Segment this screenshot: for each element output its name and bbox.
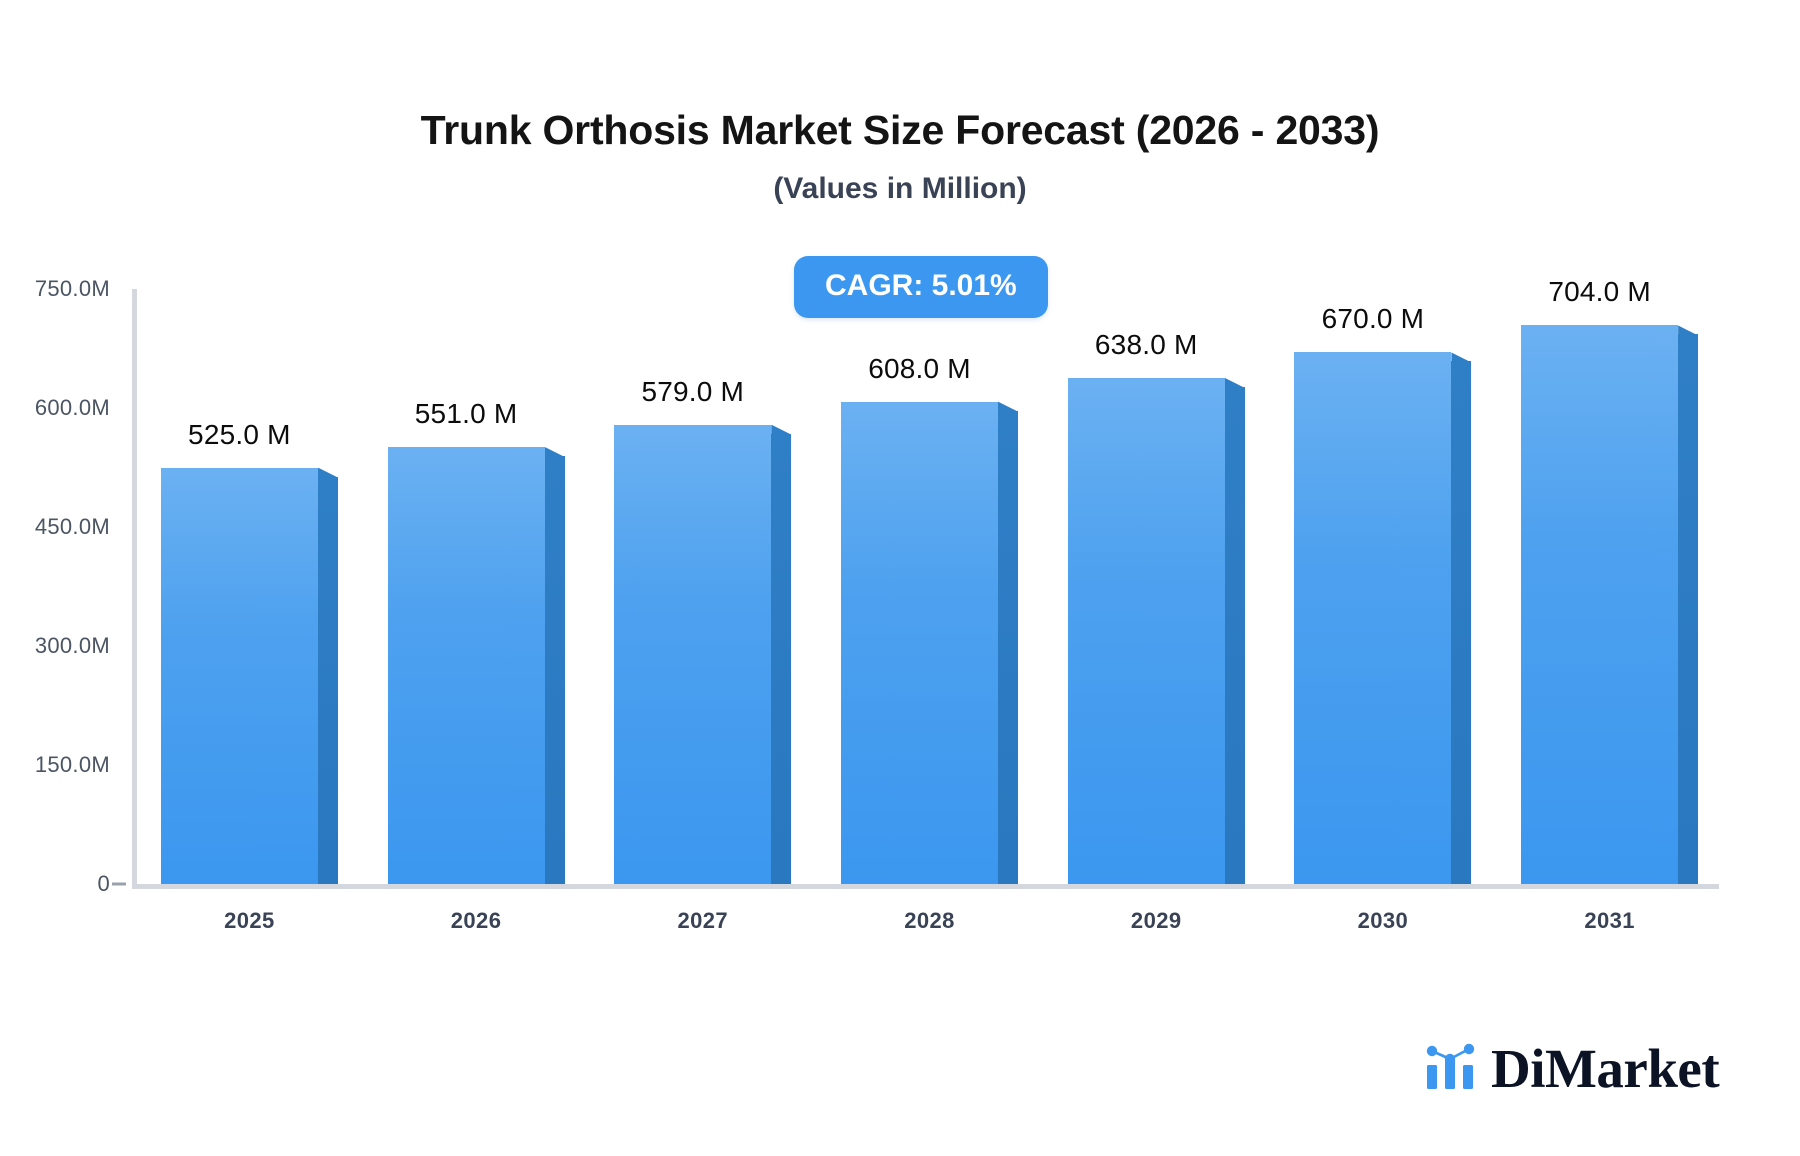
x-axis-label-2030: 2030 <box>1357 908 1409 933</box>
bar-2029 <box>1067 377 1245 884</box>
logo-text: DiMarket <box>1491 1038 1720 1099</box>
bar-front-face <box>614 424 772 884</box>
y-axis-tick-label: 150.0M <box>34 752 110 777</box>
bar-side-face <box>317 476 338 884</box>
bar-front-face <box>1067 377 1225 884</box>
page-subtitle: (Values in Million) <box>773 172 1027 206</box>
bar-top-bevel <box>544 446 565 457</box>
bar-front-face <box>841 401 998 884</box>
bar-side-face <box>544 455 565 884</box>
bar-2026 <box>387 446 565 884</box>
bar-2030 <box>1294 352 1472 884</box>
bar-side-face <box>1678 334 1699 884</box>
x-axis-label-2027: 2027 <box>677 908 729 933</box>
bar-2028 <box>841 401 1018 884</box>
bar-value-label: 670.0 M <box>1321 303 1425 335</box>
x-axis-line <box>132 884 1719 889</box>
y-axis-line <box>132 289 137 886</box>
x-axis-label-2026: 2026 <box>450 908 502 933</box>
bar-chart-trendline-icon <box>1423 1040 1479 1097</box>
y-axis-tick-label: 0 <box>97 871 110 896</box>
bar-value-label: 608.0 M <box>868 352 971 384</box>
bar-front-face <box>387 446 545 884</box>
bar-2031 <box>1521 325 1699 884</box>
bar-front-face <box>1521 325 1679 884</box>
x-axis-label-2029: 2029 <box>1130 908 1182 933</box>
title-block: Trunk Orthosis Market Size Forecast (202… <box>0 107 1800 206</box>
bar-2025 <box>160 467 338 884</box>
y-axis-tick-mark <box>112 882 126 886</box>
bar-2027 <box>614 424 792 884</box>
bar-side-face <box>1451 361 1472 884</box>
bar-value-label: 638.0 M <box>1094 328 1198 360</box>
bar-front-face <box>1294 352 1452 884</box>
bar-value-label: 704.0 M <box>1548 276 1651 308</box>
bar-top-bevel <box>1224 377 1245 388</box>
y-axis-tick-label: 750.0M <box>34 276 110 301</box>
y-axis-tick-label: 450.0M <box>34 514 110 539</box>
page-title: Trunk Orthosis Market Size Forecast (202… <box>420 107 1380 153</box>
cagr-badge: CAGR: 5.01% <box>794 256 1048 318</box>
bar-top-bevel <box>771 424 792 435</box>
bar-side-face <box>1224 386 1245 884</box>
bar-value-label: 525.0 M <box>188 418 291 450</box>
bar-top-bevel <box>317 467 338 478</box>
x-axis-label-2028: 2028 <box>904 908 955 933</box>
bar-side-face <box>771 433 792 884</box>
bar-value-label: 579.0 M <box>641 375 745 407</box>
bar-value-label: 551.0 M <box>414 397 518 429</box>
x-axis-label-2025: 2025 <box>224 908 275 933</box>
bar-front-face <box>160 467 318 884</box>
y-axis-tick-label: 300.0M <box>34 633 110 658</box>
bar-top-bevel <box>1678 325 1699 336</box>
dimarket-logo: DiMarket <box>1423 1038 1720 1099</box>
x-axis-label-2031: 2031 <box>1584 908 1635 933</box>
bar-top-bevel <box>1451 352 1472 363</box>
bar-side-face <box>998 410 1018 884</box>
bar-top-bevel <box>998 401 1018 412</box>
y-axis-tick-label: 600.0M <box>34 395 110 420</box>
